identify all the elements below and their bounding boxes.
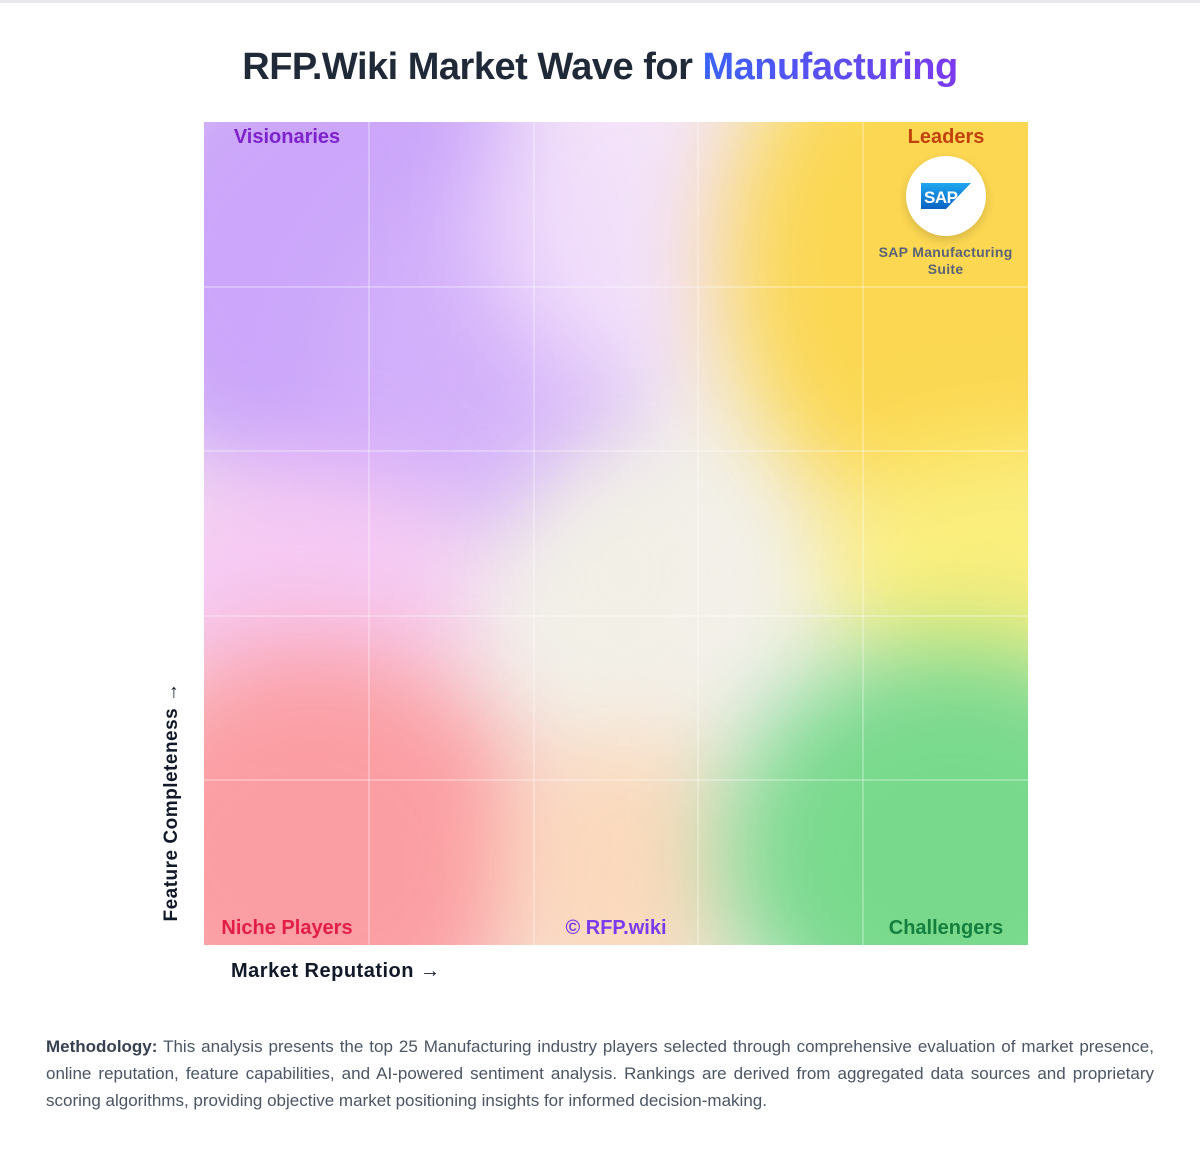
vendor-point[interactable]: SAP SAP Manufacturing Suite [861,156,1028,278]
center-glow [524,452,724,692]
vendor-name-line-2: Suite [927,261,964,278]
vendor-name: SAP Manufacturing Suite [861,244,1028,278]
methodology-note: Methodology: This analysis presents the … [46,1033,1154,1114]
grid-lines [204,122,1028,945]
quadrant-chart: Visionaries Leaders Niche Players Challe… [204,122,1028,945]
quadrant-label-visionaries: Visionaries [233,126,341,148]
sap-logo-icon: SAP [905,156,986,237]
title-prefix: RFP.Wiki Market Wave for [242,46,703,88]
title-accent: Manufacturing [702,46,958,88]
watermark: © RFP.wiki [565,917,667,939]
methodology-text: This analysis presents the top 25 Manufa… [46,1037,1154,1110]
page-title: RFP.Wiki Market Wave for Manufacturing [0,46,1200,89]
y-axis-label: Feature Completeness → [161,682,182,922]
vendor-name-line-1: SAP Manufacturing [878,244,1013,261]
methodology-label: Methodology: [46,1037,158,1056]
quadrant-label-niche-players: Niche Players [221,917,353,939]
svg-text:SAP: SAP [924,188,958,207]
quadrant-label-challengers: Challengers [888,917,1004,939]
x-axis-label: Market Reputation → [231,960,441,982]
top-divider [0,0,1200,3]
quadrant-label-leaders: Leaders [907,126,985,148]
